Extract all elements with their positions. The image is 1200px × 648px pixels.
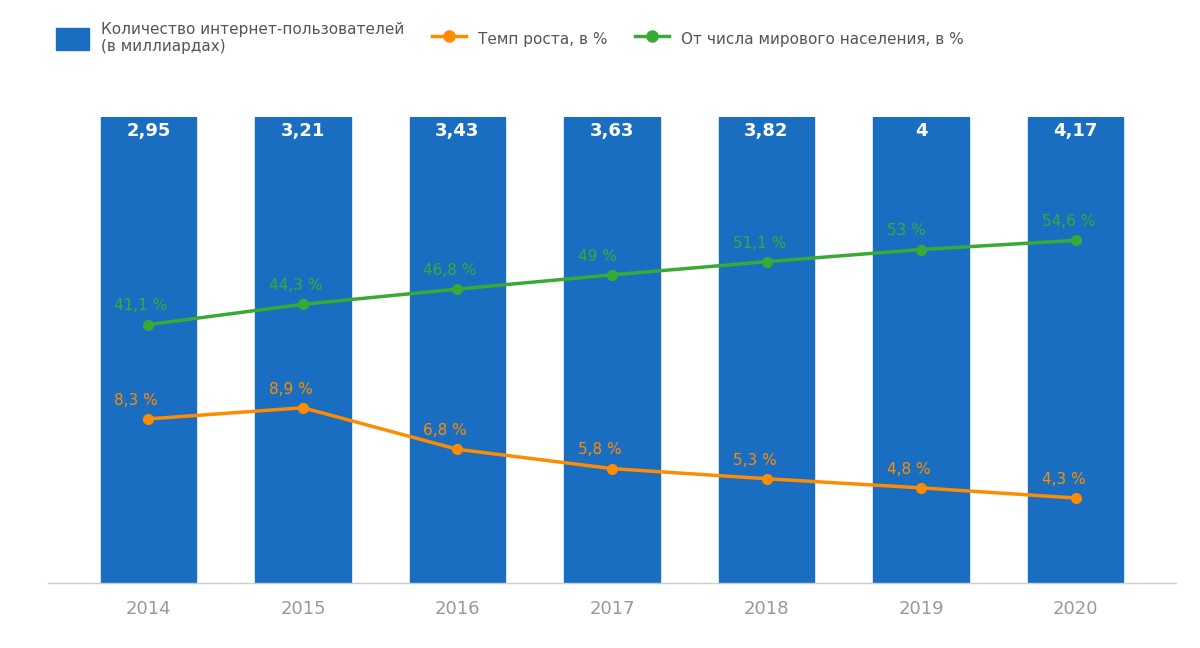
Text: 4,17: 4,17 [1054,122,1098,140]
Text: 8,3 %: 8,3 % [114,393,158,408]
Text: 2,95: 2,95 [126,122,170,140]
Bar [1027,117,1123,583]
Text: 4,8 %: 4,8 % [887,462,931,477]
Text: 8,9 %: 8,9 % [269,382,313,397]
Text: 3,82: 3,82 [744,122,788,140]
Text: 54,6 %: 54,6 % [1042,214,1094,229]
Text: 46,8 %: 46,8 % [424,263,476,278]
Text: 3,63: 3,63 [590,122,634,140]
Bar [874,117,968,583]
Text: 44,3 %: 44,3 % [269,278,323,293]
Text: 53 %: 53 % [887,224,926,238]
Legend: Количество интернет-пользователей
(в миллиардах), Темп роста, в %, От числа миро: Количество интернет-пользователей (в мил… [55,21,964,54]
Text: 4: 4 [914,122,928,140]
Text: 5,3 %: 5,3 % [732,452,776,468]
Bar [409,117,505,583]
Text: 4,3 %: 4,3 % [1042,472,1085,487]
Bar [101,117,197,583]
Text: 51,1 %: 51,1 % [732,235,786,251]
Bar [719,117,815,583]
Text: 49 %: 49 % [578,249,617,264]
Text: 6,8 %: 6,8 % [424,423,467,438]
Bar [256,117,350,583]
Bar [564,117,660,583]
Text: 41,1 %: 41,1 % [114,299,168,314]
Text: 3,21: 3,21 [281,122,325,140]
Text: 3,43: 3,43 [436,122,480,140]
Text: 5,8 %: 5,8 % [578,443,622,457]
